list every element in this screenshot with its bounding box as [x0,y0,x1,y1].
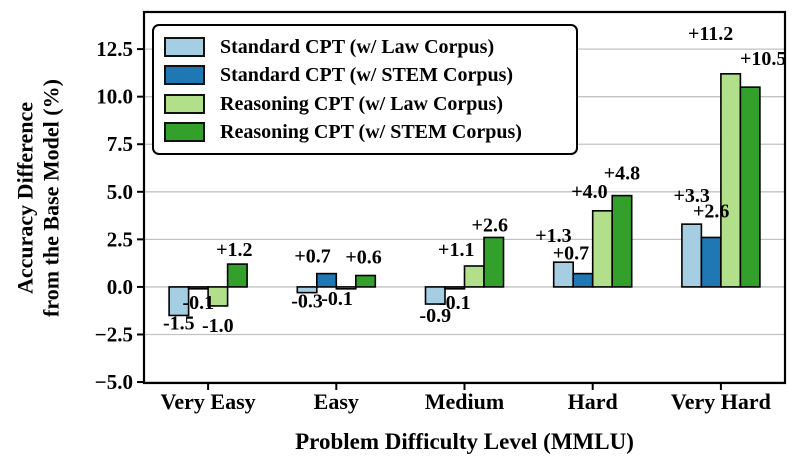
bar [187,286,209,290]
legend-swatch [164,65,205,86]
bar [226,263,248,288]
x-tick-label: Medium [425,389,504,414]
bar-value-label: +3.3 [673,185,709,207]
bar-value-label: -1.0 [202,315,234,337]
legend-item: Reasoning CPT (w/ Law Corpus) [164,92,576,115]
x-tick-label: Very Hard [671,389,771,414]
bar-value-label: -0.1 [183,292,215,314]
bar [354,274,377,288]
y-tick-label: 12.5 [96,37,133,61]
x-tick-label: Easy [314,389,359,414]
y-tick-label: −5.0 [95,370,133,394]
legend-label: Standard CPT (w/ STEM Corpus) [220,64,514,87]
legend-swatch [164,121,205,142]
bar [591,210,614,288]
y-tick-label: −2.5 [95,322,133,346]
bar-value-label: -0.1 [321,288,353,310]
y-tick-label: 0.0 [107,275,133,299]
y-axis-title-line2: from the Base Model (%) [38,79,64,317]
bar [463,265,485,288]
y-axis-title-line1: Accuracy Difference [12,102,38,294]
bar [296,286,318,294]
bar [335,286,357,290]
bar [168,286,190,317]
bar [552,261,575,288]
bar-value-label: +10.5 [740,48,786,70]
x-tick-label: Very Easy [161,389,256,414]
y-tick-label: 7.5 [107,132,133,156]
bar-value-label: +1.1 [438,239,474,261]
bar-value-label: +0.7 [553,243,589,265]
legend-item: Standard CPT (w/ Law Corpus) [164,36,576,59]
bar [739,86,761,288]
legend-label: Reasoning CPT (w/ STEM Corpus) [220,120,522,143]
bar-value-label: -0.3 [291,291,323,313]
bar-value-label: +1.3 [535,225,571,247]
y-tick-label: 10.0 [96,85,133,109]
bar [444,286,466,290]
bar [700,236,722,288]
bar-value-label: -0.9 [419,305,451,327]
x-axis-title: Problem Difficulty Level (MMLU) [295,429,634,454]
legend-item: Standard CPT (w/ STEM Corpus) [164,64,576,87]
bar-value-label: +11.2 [688,23,733,45]
bar-value-label: +4.0 [571,181,607,203]
legend-item: Reasoning CPT (w/ STEM Corpus) [164,120,576,143]
bar [424,286,446,305]
bar [611,194,633,288]
x-tick-label: Hard [568,389,618,414]
y-axis-title: Accuracy Difference from the Base Model … [13,13,65,384]
bar-value-label: +1.2 [216,239,252,261]
bar [720,73,742,288]
y-tick-label: 2.5 [107,227,133,251]
bar-value-label: +4.8 [604,163,640,185]
bar-value-label: +2.6 [693,200,729,222]
legend: Standard CPT (w/ Law Corpus) Standard CPT… [152,24,578,155]
bar-value-label: -1.5 [163,312,195,334]
legend-label: Reasoning CPT (w/ Law Corpus) [220,92,503,115]
bar [572,272,594,288]
bar [207,286,229,307]
bar-value-label: +2.6 [472,214,508,236]
legend-swatch [164,37,205,58]
bar-value-label: +0.7 [294,246,330,268]
y-tick-label: 5.0 [107,180,133,204]
legend-label: Standard CPT (w/ Law Corpus) [220,36,495,59]
bar [315,272,338,288]
bar-value-label: +0.6 [345,247,381,269]
bar [483,236,505,288]
bar [681,223,703,288]
legend-swatch [164,93,205,114]
bar-value-label: -0.1 [439,292,471,314]
